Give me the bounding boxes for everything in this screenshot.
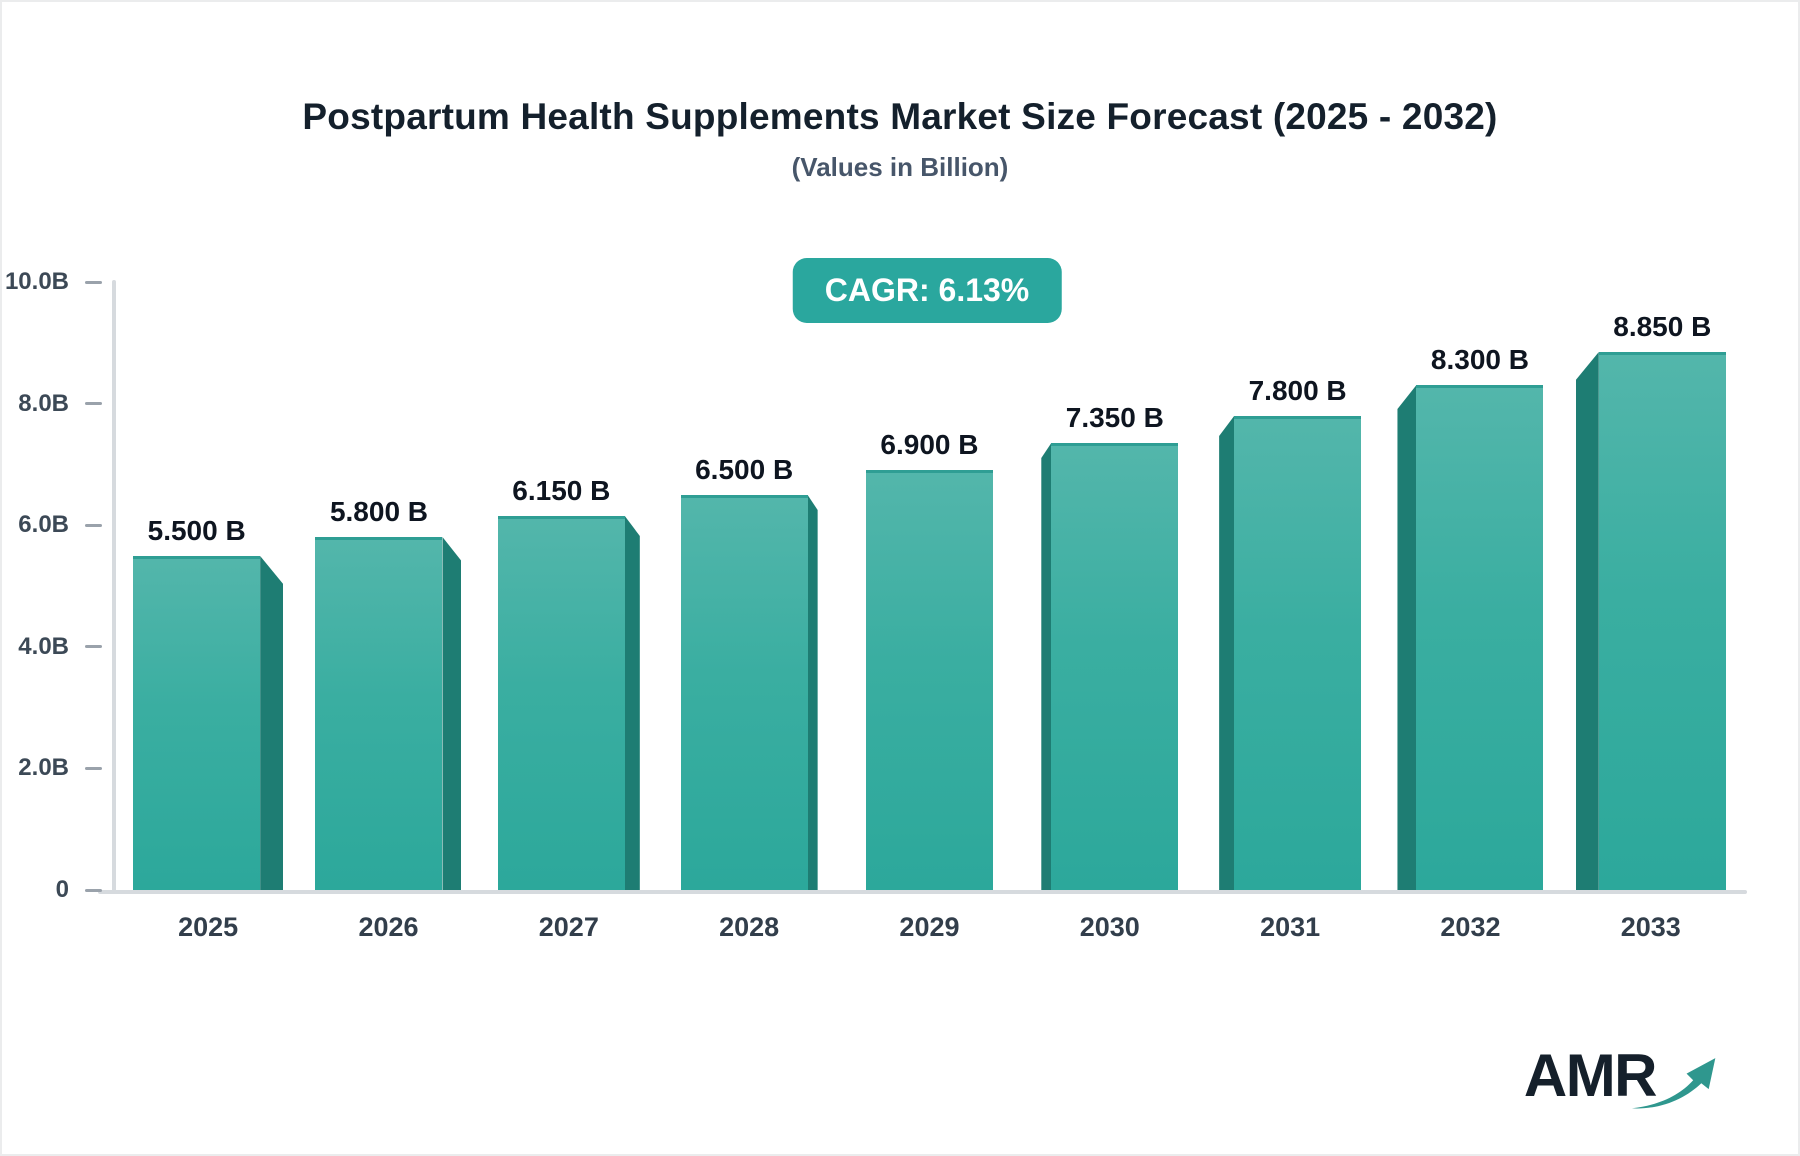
y-axis-tick-label: 6.0B — [18, 511, 69, 539]
bar-cell-2025: 5.500 B 2025 — [118, 282, 298, 942]
bar-cell-2029: 6.900 B 2029 — [839, 282, 1019, 942]
bar-face-2031 — [1234, 416, 1362, 890]
bar-value-label: 8.300 B — [1430, 344, 1529, 375]
x-axis-label: 2033 — [1620, 912, 1681, 942]
bar-face-2028 — [680, 495, 808, 890]
x-axis-label: 2026 — [358, 912, 419, 942]
x-axis-line — [98, 890, 1747, 894]
y-axis-tick: 8.0B — [2, 389, 102, 418]
bar-side-2031 — [1219, 416, 1235, 890]
bar-value-label: 5.800 B — [329, 496, 429, 527]
bar-value-label: 6.500 B — [695, 454, 794, 485]
y-axis-tick-label: 10.0B — [4, 268, 69, 295]
y-axis-line — [112, 280, 116, 892]
bar-face-2025 — [133, 556, 261, 890]
bar-side-2027 — [624, 516, 640, 890]
y-axis-tick-label: 0 — [55, 876, 69, 903]
bar-face-2033 — [1598, 352, 1726, 890]
x-axis-label: 2031 — [1260, 912, 1321, 942]
tick-dash — [85, 402, 102, 406]
bar-2032: 8.300 B — [1397, 344, 1544, 890]
y-axis-tick-label: 2.0B — [18, 754, 69, 782]
y-axis-tick: 4.0B — [2, 632, 102, 661]
bar-value-label: 6.900 B — [880, 429, 979, 460]
amr-logo-text: AMR — [1523, 1042, 1658, 1109]
y-axis-ticks: 10.0B 8.0B 6.0B 4.0B 2.0B 0 — [5, 268, 1747, 903]
y-axis-tick: 0 — [2, 876, 102, 904]
x-axis-label: 2030 — [1079, 912, 1140, 942]
x-axis-label: 2032 — [1440, 912, 1501, 942]
cagr-badge: CAGR: 6.13% — [792, 258, 1062, 323]
bar-face-2026 — [315, 537, 443, 890]
bar-2033: 8.850 B — [1575, 311, 1726, 890]
growth-arrow-icon — [1631, 1058, 1716, 1109]
tick-dash — [85, 766, 102, 770]
bar-2031: 7.800 B — [1219, 375, 1362, 890]
bar-value-label: 8.850 B — [1613, 311, 1712, 342]
bar-cell-2026: 5.800 B 2026 — [298, 282, 478, 942]
bar-2030: 7.350 B — [1041, 402, 1179, 890]
bar-face-2030 — [1051, 443, 1179, 890]
bar-value-label: 6.150 B — [512, 475, 611, 506]
bar-face-2032 — [1416, 385, 1544, 890]
x-axis-label: 2029 — [899, 912, 960, 942]
amr-logo: AMR — [1523, 1042, 1716, 1109]
bar-value-label: 7.800 B — [1248, 375, 1347, 406]
chart-title: Postpartum Health Supplements Market Siz… — [302, 96, 1498, 137]
x-axis-label: 2028 — [719, 912, 780, 942]
bar-2026: 5.800 B — [315, 496, 462, 890]
bars-container: 5.500 B 2025 5.800 B 2026 6.150 B 2027 6.500 B… — [118, 282, 1741, 942]
bar-2028: 6.500 B — [680, 454, 818, 890]
y-axis-tick-label: 8.0B — [18, 389, 69, 417]
bar-side-2032 — [1397, 385, 1417, 890]
plot-area: 10.0B 8.0B 6.0B 4.0B 2.0B 0 5.500 B 2025 5.800 … — [5, 268, 1747, 942]
x-axis-label: 2027 — [538, 912, 599, 942]
tick-dash — [85, 645, 102, 649]
bar-value-label: 7.350 B — [1065, 402, 1164, 433]
chart-subtitle: (Values in Billion) — [791, 152, 1009, 182]
bar-side-2033 — [1575, 352, 1599, 890]
bar-side-2025 — [260, 556, 284, 890]
bar-cell-2033: 8.850 B 2033 — [1561, 282, 1741, 942]
bar-value-label: 5.500 B — [147, 515, 246, 546]
tick-dash — [85, 280, 102, 284]
bar-2025: 5.500 B — [133, 515, 284, 890]
bar-side-2028 — [807, 495, 818, 890]
y-axis-tick: 6.0B — [2, 511, 102, 539]
bar-side-2030 — [1041, 443, 1052, 890]
x-axis-label: 2025 — [178, 912, 239, 942]
bar-cell-2030: 7.350 B 2030 — [1020, 282, 1200, 942]
bar-cell-2032: 8.300 B 2032 — [1380, 282, 1560, 942]
bar-face-2027 — [497, 516, 625, 890]
bar-side-2026 — [442, 537, 462, 890]
y-axis-tick-label: 4.0B — [18, 632, 69, 660]
bar-face-2029 — [865, 470, 993, 890]
y-axis-tick: 2.0B — [2, 754, 102, 782]
bar-2027: 6.150 B — [497, 475, 640, 890]
bar-2029: 6.900 B — [865, 429, 993, 890]
tick-dash — [85, 523, 102, 527]
tick-dash — [85, 888, 102, 892]
bar-cell-2027: 6.150 B 2027 — [479, 282, 659, 942]
bar-cell-2031: 7.800 B 2031 — [1200, 282, 1380, 942]
bar-cell-2028: 6.500 B 2028 — [659, 282, 839, 942]
y-axis-tick: 10.0B — [2, 268, 102, 296]
